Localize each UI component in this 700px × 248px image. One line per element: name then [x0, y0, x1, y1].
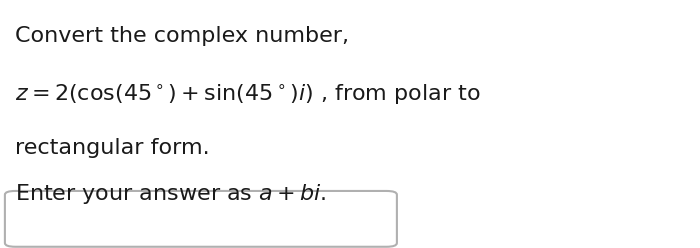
Text: $z = 2(\mathrm{cos}(45^\circ) + \mathrm{sin}(45^\circ)i)$ , from polar to: $z = 2(\mathrm{cos}(45^\circ) + \mathrm{… — [15, 82, 481, 107]
Text: Convert the complex number,: Convert the complex number, — [15, 26, 349, 46]
Text: rectangular form.: rectangular form. — [15, 138, 210, 158]
Text: Enter your answer as $a + bi$.: Enter your answer as $a + bi$. — [15, 182, 327, 206]
FancyBboxPatch shape — [5, 191, 397, 247]
